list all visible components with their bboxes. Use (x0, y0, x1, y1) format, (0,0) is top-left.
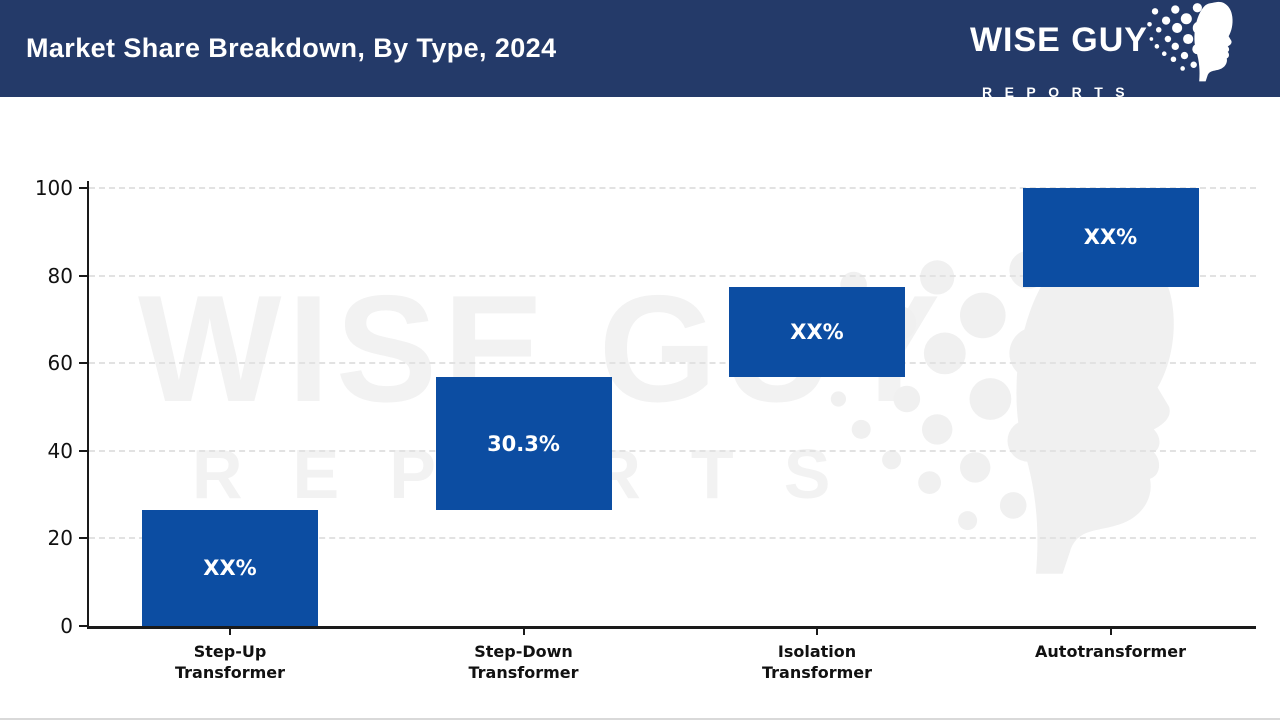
y-tick-label: 80 (47, 263, 73, 288)
logo-subtext: REPORTS (981, 83, 1138, 100)
x-tick-autotransformer (1109, 628, 1112, 635)
y-tick-label: 100 (34, 176, 73, 200)
x-category-label-isolation-transformer: Isolation Transformer (761, 642, 872, 683)
y-tick-40 (79, 449, 87, 452)
x-category-label-step-up-transformer: Step-Up Transformer (174, 642, 285, 683)
y-tick-100 (79, 187, 87, 189)
header: Market Share Breakdown, By Type, 2024 WI… (0, 0, 1280, 100)
bar-step-up-transformer: XX% (142, 509, 318, 626)
x-tick-isolation-transformer (816, 628, 818, 635)
x-category-label-autotransformer: Autotransformer (1035, 642, 1186, 661)
logo-row: WISE GUY (970, 0, 1236, 82)
bar-autotransformer: XX% (1022, 188, 1199, 287)
y-tick-label: 0 (60, 614, 73, 638)
y-tick-0 (79, 625, 87, 627)
y-axis-line (87, 181, 89, 629)
gridline-60 (89, 362, 1256, 365)
bar-value-label: XX% (203, 555, 257, 580)
y-tick-80 (79, 274, 87, 277)
page-title: Market Share Breakdown, By Type, 2024 (26, 33, 557, 63)
y-tick-label: 20 (47, 526, 73, 551)
gridline-20 (89, 537, 1256, 540)
x-axis-line (87, 626, 1256, 629)
bar-step-down-transformer: 30.3% (435, 377, 612, 510)
bar-value-label: XX% (790, 319, 844, 344)
wise-guy-face-icon (1147, 1, 1233, 81)
wise-guy-logo: WISE GUY REPORTS (970, 0, 1236, 100)
bar-value-label: XX% (1083, 225, 1138, 250)
gridline-80 (89, 274, 1256, 277)
x-tick-step-up-transformer (229, 628, 231, 635)
y-tick-60 (79, 362, 87, 365)
gridline-100 (89, 187, 1256, 189)
x-category-label-step-down-transformer: Step-Down Transformer (468, 642, 579, 683)
y-tick-20 (79, 537, 87, 540)
y-tick-label: 40 (47, 438, 73, 463)
gridline-40 (89, 449, 1256, 452)
logo-wordmark: WISE GUY (969, 20, 1148, 59)
x-tick-step-down-transformer (522, 628, 525, 635)
y-tick-label: 60 (47, 351, 73, 376)
bar-isolation-transformer: XX% (729, 286, 905, 378)
bar-value-label: 30.3% (487, 431, 560, 456)
watermark-face-icon (821, 245, 1174, 574)
